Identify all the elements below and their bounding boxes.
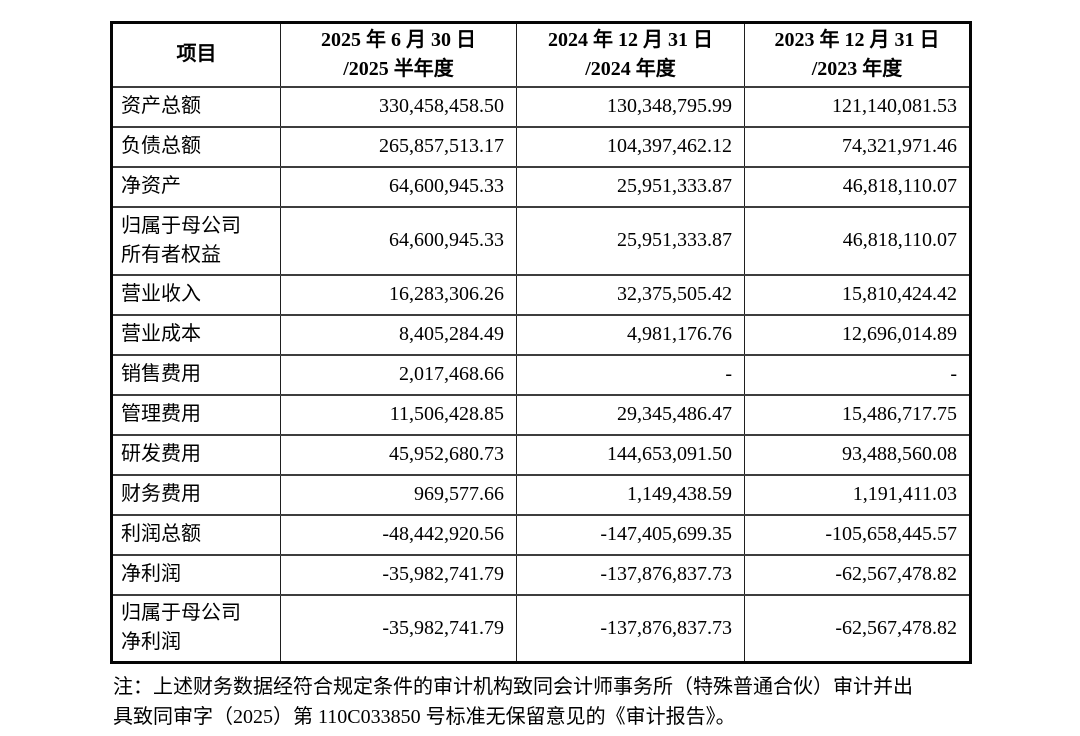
value-2023: 1,191,411.03 bbox=[744, 473, 971, 516]
row-label-line1: 研发费用 bbox=[121, 443, 201, 465]
row-label-line1: 归属于母公司 bbox=[121, 602, 241, 625]
value-2025: -35,982,741.79 bbox=[280, 553, 517, 596]
value-2024: 130,348,795.99 bbox=[516, 85, 745, 128]
table-row: 归属于母公司 所有者权益 64,600,945.33 25,951,333.87 … bbox=[111, 205, 971, 276]
value-2024: -137,876,837.73 bbox=[516, 553, 745, 596]
value-2024: 25,951,333.87 bbox=[516, 205, 745, 276]
header-line2: /2024 年度 bbox=[585, 57, 676, 80]
value-2024: 104,397,462.12 bbox=[516, 125, 745, 168]
header-line1: 项目 bbox=[176, 43, 217, 66]
header-line1: 2024 年 12 月 31 日 bbox=[548, 28, 713, 51]
value-2025: -35,982,741.79 bbox=[280, 593, 517, 664]
value-2024: -137,876,837.73 bbox=[516, 593, 745, 664]
table-row: 资产总额 330,458,458.50 130,348,795.99 121,1… bbox=[111, 85, 971, 128]
value-2023: 12,696,014.89 bbox=[744, 313, 971, 356]
value-2025: 64,600,945.33 bbox=[280, 165, 517, 208]
table-row: 负债总额 265,857,513.17 104,397,462.12 74,32… bbox=[111, 125, 971, 168]
row-label: 归属于母公司 净利润 bbox=[111, 593, 281, 664]
value-2025: 265,857,513.17 bbox=[280, 125, 517, 168]
value-2024: 4,981,176.76 bbox=[516, 313, 745, 356]
row-label: 营业收入 bbox=[111, 273, 281, 316]
footnote-line1: 注：上述财务数据经符合规定条件的审计机构致同会计师事务所（特殊普通合伙）审计并出 bbox=[113, 676, 913, 698]
column-header-2025: 2025 年 6 月 30 日/2025 半年度 bbox=[280, 21, 517, 88]
table-row: 净利润 -35,982,741.79 -137,876,837.73 -62,5… bbox=[111, 553, 971, 596]
header-row: 项目 2025 年 6 月 30 日/2025 半年度 2024 年 12 月 … bbox=[111, 21, 971, 88]
row-label-line1: 管理费用 bbox=[121, 403, 201, 425]
table-row: 归属于母公司 净利润 -35,982,741.79 -137,876,837.73… bbox=[111, 593, 971, 664]
row-label: 利润总额 bbox=[111, 513, 281, 556]
value-2025: 2,017,468.66 bbox=[280, 353, 517, 396]
value-2024: -147,405,699.35 bbox=[516, 513, 745, 556]
table-row: 销售费用 2,017,468.66 - - bbox=[111, 353, 971, 396]
header-line1: 2023 年 12 月 31 日 bbox=[774, 28, 940, 51]
value-2025: 330,458,458.50 bbox=[280, 85, 517, 128]
row-label-line1: 销售费用 bbox=[121, 363, 201, 385]
row-label: 研发费用 bbox=[111, 433, 281, 476]
table-row: 利润总额 -48,442,920.56 -147,405,699.35 -105… bbox=[111, 513, 971, 556]
row-label: 资产总额 bbox=[111, 85, 281, 128]
row-label-line1: 净利润 bbox=[121, 563, 181, 585]
value-2023: 46,818,110.07 bbox=[744, 165, 971, 208]
table-row: 净资产 64,600,945.33 25,951,333.87 46,818,1… bbox=[111, 165, 971, 208]
row-label-line1: 财务费用 bbox=[121, 483, 201, 505]
row-label: 净利润 bbox=[111, 553, 281, 596]
value-2023: 15,810,424.42 bbox=[744, 273, 971, 316]
value-2024: 32,375,505.42 bbox=[516, 273, 745, 316]
value-2025: 16,283,306.26 bbox=[280, 273, 517, 316]
row-label-line1: 营业收入 bbox=[121, 283, 201, 305]
row-label-line2: 净利润 bbox=[121, 631, 181, 654]
footnote: 注：上述财务数据经符合规定条件的审计机构致同会计师事务所（特殊普通合伙）审计并出… bbox=[113, 672, 979, 732]
row-label: 销售费用 bbox=[111, 353, 281, 396]
value-2025: 8,405,284.49 bbox=[280, 313, 517, 356]
value-2024: 144,653,091.50 bbox=[516, 433, 745, 476]
column-header-2023: 2023 年 12 月 31 日/2023 年度 bbox=[744, 21, 971, 88]
value-2023: -62,567,478.82 bbox=[744, 553, 971, 596]
value-2023: 121,140,081.53 bbox=[744, 85, 971, 128]
table-row: 管理费用 11,506,428.85 29,345,486.47 15,486,… bbox=[111, 393, 971, 436]
row-label: 管理费用 bbox=[111, 393, 281, 436]
financial-summary-table: 项目 2025 年 6 月 30 日/2025 半年度 2024 年 12 月 … bbox=[110, 21, 972, 664]
row-label: 净资产 bbox=[111, 165, 281, 208]
header-line2: /2023 年度 bbox=[811, 57, 903, 80]
row-label-line1: 营业成本 bbox=[121, 323, 201, 345]
value-2023: -105,658,445.57 bbox=[744, 513, 971, 556]
value-2024: - bbox=[516, 353, 745, 396]
value-2023: 15,486,717.75 bbox=[744, 393, 971, 436]
value-2024: 1,149,438.59 bbox=[516, 473, 745, 516]
value-2025: 969,577.66 bbox=[280, 473, 517, 516]
table-row: 营业成本 8,405,284.49 4,981,176.76 12,696,01… bbox=[111, 313, 971, 356]
row-label: 负债总额 bbox=[111, 125, 281, 168]
header-line2: /2025 半年度 bbox=[343, 57, 454, 80]
header-line1: 2025 年 6 月 30 日 bbox=[321, 28, 476, 51]
table-row: 财务费用 969,577.66 1,149,438.59 1,191,411.0… bbox=[111, 473, 971, 516]
value-2023: 93,488,560.08 bbox=[744, 433, 971, 476]
table-row: 研发费用 45,952,680.73 144,653,091.50 93,488… bbox=[111, 433, 971, 476]
row-label: 归属于母公司 所有者权益 bbox=[111, 205, 281, 276]
value-2024: 29,345,486.47 bbox=[516, 393, 745, 436]
row-label-line1: 负债总额 bbox=[121, 135, 201, 157]
value-2023: - bbox=[744, 353, 971, 396]
value-2025: 64,600,945.33 bbox=[280, 205, 517, 276]
value-2023: 74,321,971.46 bbox=[744, 125, 971, 168]
table-row: 营业收入 16,283,306.26 32,375,505.42 15,810,… bbox=[111, 273, 971, 316]
row-label-line1: 利润总额 bbox=[121, 523, 201, 545]
value-2025: 11,506,428.85 bbox=[280, 393, 517, 436]
financial-summary-table-wrap: 项目 2025 年 6 月 30 日/2025 半年度 2024 年 12 月 … bbox=[110, 21, 972, 664]
value-2025: 45,952,680.73 bbox=[280, 433, 517, 476]
row-label-line1: 净资产 bbox=[121, 175, 181, 197]
value-2023: -62,567,478.82 bbox=[744, 593, 971, 664]
column-header-2024: 2024 年 12 月 31 日/2024 年度 bbox=[516, 21, 745, 88]
footnote-line2: 具致同审字（2025）第 110C033850 号标准无保留意见的《审计报告》。 bbox=[113, 706, 736, 728]
row-label-line1: 归属于母公司 bbox=[121, 214, 241, 237]
column-header-item: 项目 bbox=[111, 21, 281, 88]
row-label-line2: 所有者权益 bbox=[121, 243, 221, 266]
row-label: 营业成本 bbox=[111, 313, 281, 356]
value-2023: 46,818,110.07 bbox=[744, 205, 971, 276]
row-label-line1: 资产总额 bbox=[121, 95, 201, 117]
row-label: 财务费用 bbox=[111, 473, 281, 516]
value-2025: -48,442,920.56 bbox=[280, 513, 517, 556]
value-2024: 25,951,333.87 bbox=[516, 165, 745, 208]
